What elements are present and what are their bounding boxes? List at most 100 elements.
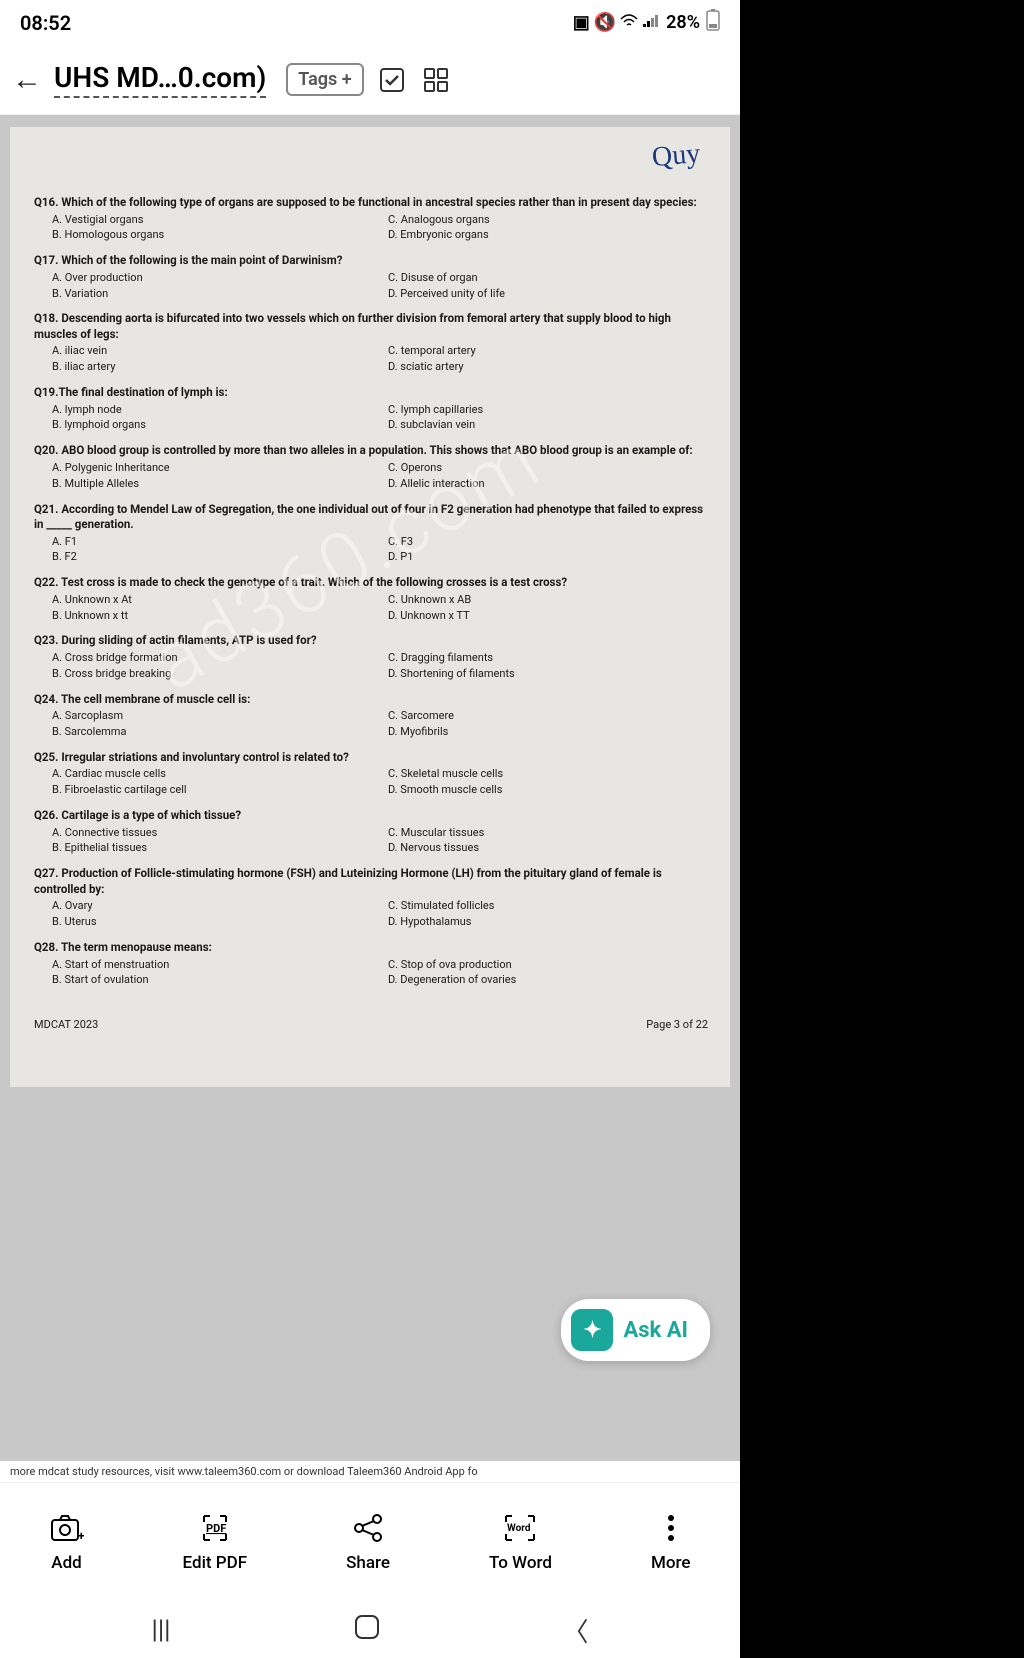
option-a: A. F1 — [52, 535, 372, 550]
tags-button[interactable]: Tags + — [286, 63, 363, 96]
mute-icon: 🔇 — [594, 12, 616, 33]
question-16: Q16. Which of the following type of orga… — [34, 195, 708, 243]
to-word-button[interactable]: Word To Word — [489, 1513, 552, 1573]
option-c: C. Disuse of organ — [388, 271, 708, 286]
option-a: A. Connective tissues — [52, 826, 372, 841]
option-d: D. Embryonic organs — [388, 228, 708, 243]
question-options: A. Cross bridge formationC. Dragging fil… — [34, 651, 708, 682]
question-options: A. lymph nodeC. lymph capillariesB. lymp… — [34, 403, 708, 434]
question-text: Q21. According to Mendel Law of Segregat… — [34, 502, 708, 533]
bottom-toolbar: + Add PDF Edit PDF Share Word To Word — [0, 1482, 740, 1602]
notification-icon: ▣ — [573, 12, 590, 33]
camera-plus-icon: + — [50, 1513, 84, 1543]
edit-pdf-label: Edit PDF — [183, 1553, 248, 1573]
phone-screen: 08:52 ▣ 🔇 28% ← UHS MD…0.com) Tags + — [0, 0, 740, 1658]
option-a: A. Unknown x At — [52, 593, 372, 608]
edit-pdf-button[interactable]: PDF Edit PDF — [183, 1513, 248, 1573]
question-options: A. Connective tissues C. Muscular tissues… — [34, 826, 708, 857]
option-c: C. Stop of ova production — [388, 958, 708, 973]
option-c: C. Stimulated follicles — [388, 899, 708, 914]
document-area[interactable]: Quy ad360.com Q16. Which of the followin… — [0, 115, 740, 1461]
question-text: Q24. The cell membrane of muscle cell is… — [34, 692, 708, 708]
nav-recent-button[interactable]: ||| — [151, 1615, 170, 1645]
status-right: ▣ 🔇 28% — [573, 9, 720, 36]
option-b: B. Multiple Alleles — [52, 477, 372, 492]
option-b: B. Cross bridge breaking — [52, 667, 372, 682]
question-options: A. Vestigial organsC. Analogous organsB.… — [34, 213, 708, 244]
back-button[interactable]: ← — [12, 62, 42, 97]
option-d: D. Smooth muscle cells — [388, 783, 708, 798]
question-25: Q25. Irregular striations and involuntar… — [34, 750, 708, 798]
option-a: A. lymph node — [52, 403, 372, 418]
option-a: A. Over production — [52, 271, 372, 286]
svg-text:PDF: PDF — [206, 1522, 226, 1535]
question-text: Q16. Which of the following type of orga… — [34, 195, 708, 211]
share-button[interactable]: Share — [346, 1513, 390, 1573]
question-options: A. iliac vein C. temporal artery B. iliac … — [34, 344, 708, 375]
option-d: D. Degeneration of ovaries — [388, 973, 708, 988]
question-text: Q18. Descending aorta is bifurcated into… — [34, 311, 708, 342]
option-b: B. Start of ovulation — [52, 973, 372, 988]
option-b: B. Unknown x tt — [52, 609, 372, 624]
battery-percent: 28% — [666, 12, 700, 33]
option-b: B. Variation — [52, 287, 372, 302]
document-page[interactable]: Quy ad360.com Q16. Which of the followin… — [10, 127, 730, 1087]
checkbox-icon[interactable] — [376, 64, 408, 96]
handwritten-signature: Quy — [650, 135, 701, 177]
question-28: Q28. The term menopause means:A. Start o… — [34, 940, 708, 988]
question-options: A. Cardiac muscle cellsC. Skeletal muscl… — [34, 767, 708, 798]
more-dots-icon — [667, 1513, 675, 1543]
question-options: A. Over production C. Disuse of organ B. V… — [34, 271, 708, 302]
question-options: A. Polygenic InheritanceC. OperonsB. Mul… — [34, 461, 708, 492]
option-a: A. Cardiac muscle cells — [52, 767, 372, 782]
question-options: A. F1C. F3B. F2D. P1 — [34, 535, 708, 566]
question-23: Q23. During sliding of actin filaments, … — [34, 633, 708, 681]
question-options: A. OvaryC. Stimulated folliclesB. Uterus… — [34, 899, 708, 930]
option-a: A. Ovary — [52, 899, 372, 914]
nav-back-button[interactable]: 〈 — [562, 1612, 588, 1649]
question-text: Q28. The term menopause means: — [34, 940, 708, 956]
share-icon — [353, 1513, 383, 1543]
option-b: B. iliac artery — [52, 360, 372, 375]
footer-left: MDCAT 2023 — [34, 1018, 98, 1033]
option-b: B. lymphoid organs — [52, 418, 372, 433]
app-title[interactable]: UHS MD…0.com) — [54, 61, 266, 98]
option-a: A. Cross bridge formation — [52, 651, 372, 666]
option-c: C. Sarcomere — [388, 709, 708, 724]
question-24: Q24. The cell membrane of muscle cell is… — [34, 692, 708, 740]
add-button[interactable]: + Add — [50, 1513, 84, 1573]
word-icon: Word — [500, 1513, 540, 1543]
sparkle-icon: ✦ — [571, 1309, 613, 1351]
option-c: C. temporal artery — [388, 344, 708, 359]
page-footer: MDCAT 2023 Page 3 of 22 — [34, 1018, 708, 1033]
svg-text:+: + — [78, 1529, 84, 1542]
more-button[interactable]: More — [651, 1513, 690, 1573]
grid-icon[interactable] — [420, 64, 452, 96]
option-d: D. Perceived unity of life — [388, 287, 708, 302]
option-d: D. subclavian vein — [388, 418, 708, 433]
option-c: C. F3 — [388, 535, 708, 550]
footer-right: Page 3 of 22 — [646, 1018, 708, 1033]
option-d: D. P1 — [388, 550, 708, 565]
black-side — [740, 0, 1024, 1658]
question-27: Q27. Production of Follicle-stimulating … — [34, 866, 708, 930]
ask-ai-button[interactable]: ✦ Ask AI — [561, 1299, 710, 1361]
question-text: Q19.The final destination of lymph is: — [34, 385, 708, 401]
option-d: D. sciatic artery — [388, 360, 708, 375]
signal-icon — [642, 12, 660, 33]
question-text: Q26. Cartilage is a type of which tissue… — [34, 808, 708, 824]
question-text: Q17. Which of the following is the main … — [34, 253, 708, 269]
wifi-icon — [620, 12, 638, 33]
status-bar: 08:52 ▣ 🔇 28% — [0, 0, 740, 45]
option-d: D. Shortening of filaments — [388, 667, 708, 682]
option-a: A. iliac vein — [52, 344, 372, 359]
app-header: ← UHS MD…0.com) Tags + — [0, 45, 740, 115]
option-c: C. Muscular tissues — [388, 826, 708, 841]
option-b: B. Homologous organs — [52, 228, 372, 243]
nav-home-button[interactable] — [354, 1614, 380, 1647]
question-22: Q22. Test cross is made to check the gen… — [34, 575, 708, 623]
pdf-icon: PDF — [198, 1513, 232, 1543]
option-d: D. Nervous tissues — [388, 841, 708, 856]
battery-icon — [706, 9, 720, 36]
option-d: D. Hypothalamus — [388, 915, 708, 930]
